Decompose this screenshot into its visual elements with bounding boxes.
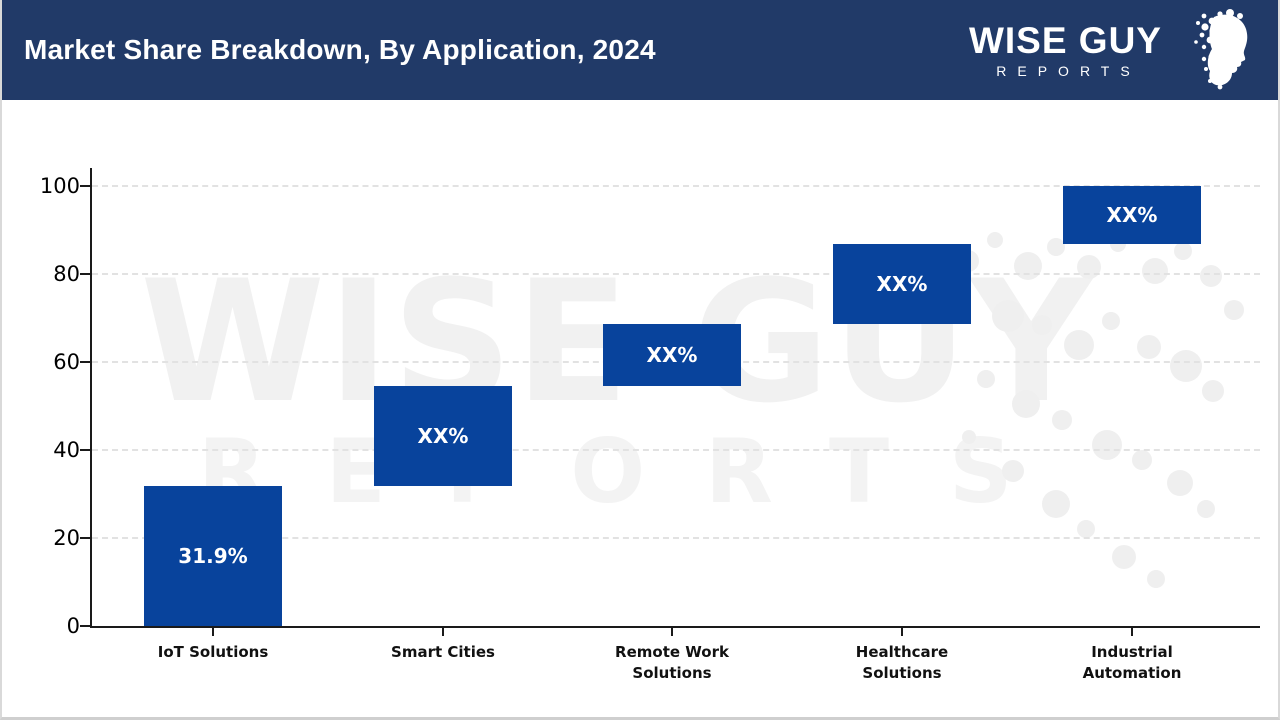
watermark-dot: [977, 370, 995, 388]
header-bar: Market Share Breakdown, By Application, …: [2, 0, 1278, 100]
watermark-dot: [1137, 335, 1161, 359]
y-tick-mark: [80, 185, 90, 187]
watermark-dot: [1012, 390, 1040, 418]
watermark-dot: [1077, 255, 1101, 279]
watermark-dot: [1102, 312, 1120, 330]
y-tick-label: 100: [39, 174, 80, 198]
logo-subtitle: REPORTS: [996, 62, 1141, 79]
bar-value-label: 31.9%: [178, 543, 248, 568]
watermark-dot: [1202, 380, 1224, 402]
x-tick-mark: [212, 628, 214, 636]
watermark-dot: [1174, 242, 1192, 260]
y-tick-mark: [80, 273, 90, 275]
watermark-dot: [1197, 500, 1215, 518]
x-category-label: Industrial Automation: [1082, 643, 1182, 682]
watermark-dot: [1167, 470, 1193, 496]
gridline-80: [92, 273, 1260, 275]
y-tick-label: 80: [53, 262, 80, 286]
x-category-label: Smart Cities: [391, 643, 495, 661]
watermark-dot: [1052, 410, 1072, 430]
wiseguy-logo: WISE GUY REPORTS: [969, 7, 1252, 93]
bar-value-label: XX%: [646, 343, 698, 368]
bar-2: XX%: [374, 386, 512, 486]
logo-wordmark: WISE GUY: [968, 19, 1162, 61]
watermark-dot: [1132, 450, 1152, 470]
x-category-label: Healthcare Solutions: [855, 643, 949, 682]
watermark-dot: [1224, 300, 1244, 320]
y-tick-label: 60: [53, 350, 80, 374]
y-tick-label: 40: [53, 438, 80, 462]
y-axis-line: [90, 168, 92, 628]
x-category-label: Remote Work Solutions: [615, 643, 729, 682]
y-tick-label: 20: [53, 526, 80, 550]
x-tick-mark: [1131, 628, 1133, 636]
logo-text: WISE GUY REPORTS: [969, 22, 1162, 79]
bar-1: 31.9%: [144, 485, 282, 626]
watermark-dot: [1077, 520, 1095, 538]
bar-3: XX%: [603, 324, 741, 387]
watermark-dot: [987, 232, 1003, 248]
x-axis-line: [90, 626, 1260, 628]
gridline-20: [92, 537, 1260, 539]
y-tick-mark: [80, 625, 90, 627]
watermark-dot: [1064, 330, 1094, 360]
watermark-dot: [1002, 460, 1024, 482]
x-category-label: IoT Solutions: [157, 643, 269, 661]
watermark-dot: [1042, 490, 1070, 518]
watermark-dot: [992, 300, 1024, 332]
y-tick-mark: [80, 361, 90, 363]
watermark-dot: [1200, 265, 1222, 287]
bar-value-label: XX%: [876, 271, 928, 296]
x-tick-mark: [671, 628, 673, 636]
watermark-dot: [1170, 350, 1202, 382]
watermark-dot: [1142, 258, 1168, 284]
y-tick-mark: [80, 449, 90, 451]
gridline-40: [92, 449, 1260, 451]
watermark-dot: [1032, 315, 1052, 335]
watermark-dot: [1047, 238, 1065, 256]
watermark-dot: [1092, 430, 1122, 460]
x-tick-mark: [901, 628, 903, 636]
page-title: Market Share Breakdown, By Application, …: [24, 34, 656, 65]
watermark-dot: [1147, 570, 1165, 588]
gridline-100: [92, 185, 1260, 187]
logo-face-icon: [1194, 9, 1248, 90]
bar-value-label: XX%: [1106, 202, 1158, 227]
watermark-dot: [1014, 252, 1042, 280]
y-tick-mark: [80, 537, 90, 539]
watermark-dot: [962, 430, 976, 444]
y-tick-label: 0: [66, 614, 80, 638]
watermark-subtitle: REPORTS: [198, 420, 1073, 523]
x-tick-mark: [442, 628, 444, 636]
bar-4: XX%: [833, 243, 971, 325]
watermark-dot: [1112, 545, 1136, 569]
bar-5: XX%: [1063, 186, 1201, 244]
bar-value-label: XX%: [417, 423, 469, 448]
